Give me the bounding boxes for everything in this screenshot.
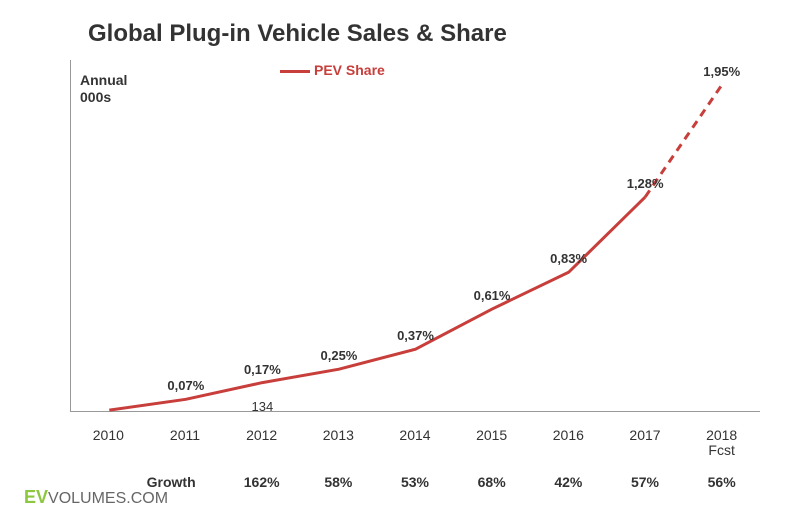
pev-share-line (71, 60, 760, 411)
x-axis-label: 2017 (607, 428, 684, 443)
growth-value: 58% (300, 474, 377, 490)
share-label: 0,25% (321, 348, 358, 363)
logo-text: EV (24, 487, 48, 507)
x-axis: 201020112012201320142015201620172018Fcst (70, 422, 760, 462)
share-label: 0,07% (167, 378, 204, 393)
share-label: 1,95% (703, 64, 740, 79)
x-axis-label: 2010 (70, 428, 147, 443)
x-axis-label: 2016 (530, 428, 607, 443)
chart-title: Global Plug-in Vehicle Sales & Share (88, 20, 740, 48)
growth-value: 56% (683, 474, 760, 490)
chart-container: Global Plug-in Vehicle Sales & Share Ann… (0, 0, 800, 512)
share-label: 0,37% (397, 328, 434, 343)
x-axis-label: 2018Fcst (683, 428, 760, 459)
growth-row: Growth162%58%53%68%42%57%56% (70, 474, 760, 494)
growth-value: 162% (223, 474, 300, 490)
x-axis-label: 2015 (453, 428, 530, 443)
x-axis-label: 2014 (377, 428, 454, 443)
bar-value-label (87, 411, 131, 415)
growth-value: 53% (377, 474, 454, 490)
x-axis-label: 2013 (300, 428, 377, 443)
share-label: 1,28% (627, 176, 664, 191)
plot-area: 1342123255467751 2181 900 0,07%0,17%0,25… (70, 60, 760, 412)
growth-value: 42% (530, 474, 607, 490)
share-label: 0,17% (244, 362, 281, 377)
watermark: EVVOLUMES.COM (24, 487, 168, 508)
share-label: 0,83% (550, 251, 587, 266)
growth-value: 68% (453, 474, 530, 490)
growth-value: 57% (607, 474, 684, 490)
bar-value-label (164, 411, 208, 415)
logo-suffix: VOLUMES.COM (48, 490, 168, 507)
x-axis-label: 2012 (223, 428, 300, 443)
x-axis-label: 2011 (147, 428, 224, 443)
share-label: 0,61% (474, 288, 511, 303)
